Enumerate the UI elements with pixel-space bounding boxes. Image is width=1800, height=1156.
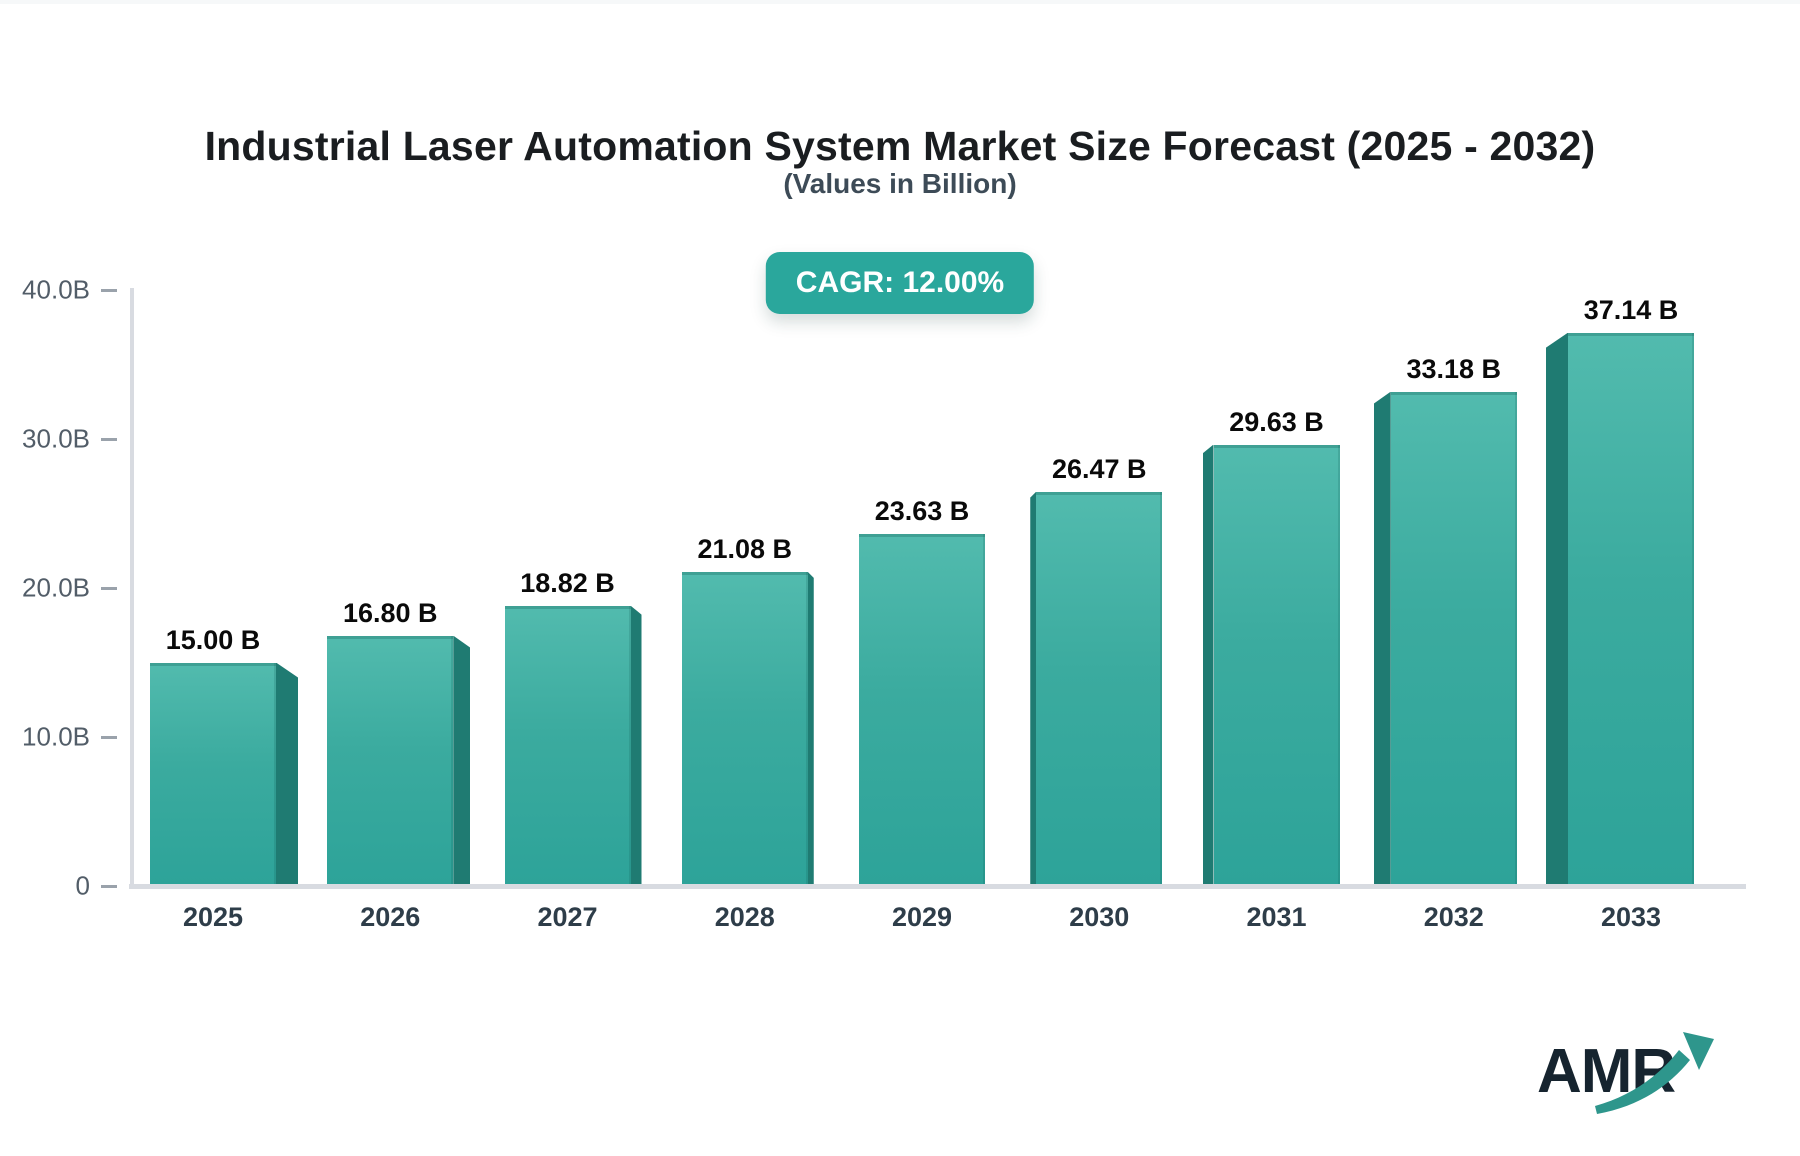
- x-axis-category-label: 2026: [360, 902, 421, 932]
- y-tick-label: 30.0B: [22, 423, 90, 454]
- y-tick-label: 10.0B: [22, 721, 90, 752]
- y-tick-dash: [101, 288, 117, 292]
- bar-value-label: 21.08 B: [697, 533, 793, 564]
- bar-value-label: 23.63 B: [874, 495, 970, 526]
- bar-side-face: [630, 605, 642, 886]
- chart-title: Industrial Laser Automation System Marke…: [204, 123, 1596, 170]
- bar-value-label: 33.18 B: [1406, 353, 1502, 384]
- x-axis-category-label: 2025: [182, 902, 244, 932]
- y-axis-line: [130, 288, 134, 889]
- y-tick-dash: [101, 586, 117, 590]
- x-axis-category-label: 2029: [891, 902, 953, 932]
- x-axis-category-label: 2027: [537, 902, 598, 932]
- chart-subtitle: (Values in Billion): [783, 168, 1017, 199]
- x-axis-category-label: 2031: [1246, 902, 1307, 932]
- y-tick-dash: [101, 735, 117, 739]
- y-tick-label: 0: [75, 870, 90, 901]
- x-axis-category-label: 2030: [1069, 902, 1130, 932]
- bar-side-face: [1373, 391, 1391, 886]
- bar-side-face: [1030, 491, 1037, 886]
- amr-logo: AMR: [1537, 1032, 1714, 1114]
- card-top-edge: [0, 0, 1800, 4]
- bar-2026: [327, 635, 454, 886]
- bar-2032: [1390, 391, 1517, 886]
- bar-2031: [1213, 444, 1340, 886]
- bar-side-face: [1546, 332, 1568, 886]
- y-tick-dash: [101, 884, 117, 888]
- amr-logo-text: AMR: [1537, 1037, 1676, 1106]
- bar-value-label: 37.14 B: [1583, 294, 1679, 325]
- bar-2028: [681, 571, 808, 886]
- growth-arrow-icon: [1595, 1032, 1714, 1114]
- bar-value-label: 26.47 B: [1051, 453, 1147, 484]
- x-axis-category-label: 2032: [1423, 902, 1484, 932]
- bar-2029: [859, 533, 985, 886]
- bar-2025: [150, 662, 276, 886]
- bar-2030: [1036, 491, 1163, 886]
- bar-value-label: 29.63 B: [1229, 406, 1324, 437]
- x-axis-baseline: [129, 884, 1746, 889]
- y-tick-dash: [101, 437, 117, 441]
- bar-side-face: [276, 662, 298, 886]
- bar-side-face: [453, 635, 471, 886]
- bar-value-label: 18.82 B: [520, 567, 615, 598]
- x-axis-category-label: 2028: [714, 902, 775, 932]
- bar-side-face: [807, 571, 814, 886]
- bar-2027: [504, 605, 631, 886]
- bar-value-label: 16.80 B: [342, 597, 438, 628]
- bar-2033: [1568, 332, 1694, 886]
- y-tick-label: 20.0B: [22, 572, 90, 603]
- cagr-badge: CAGR: 12.00%: [765, 252, 1035, 314]
- y-tick-label: 40.0B: [22, 274, 90, 305]
- bar-value-label: 15.00 B: [165, 624, 261, 655]
- x-axis-category-label: 2033: [1600, 902, 1662, 932]
- bar-side-face: [1202, 444, 1214, 886]
